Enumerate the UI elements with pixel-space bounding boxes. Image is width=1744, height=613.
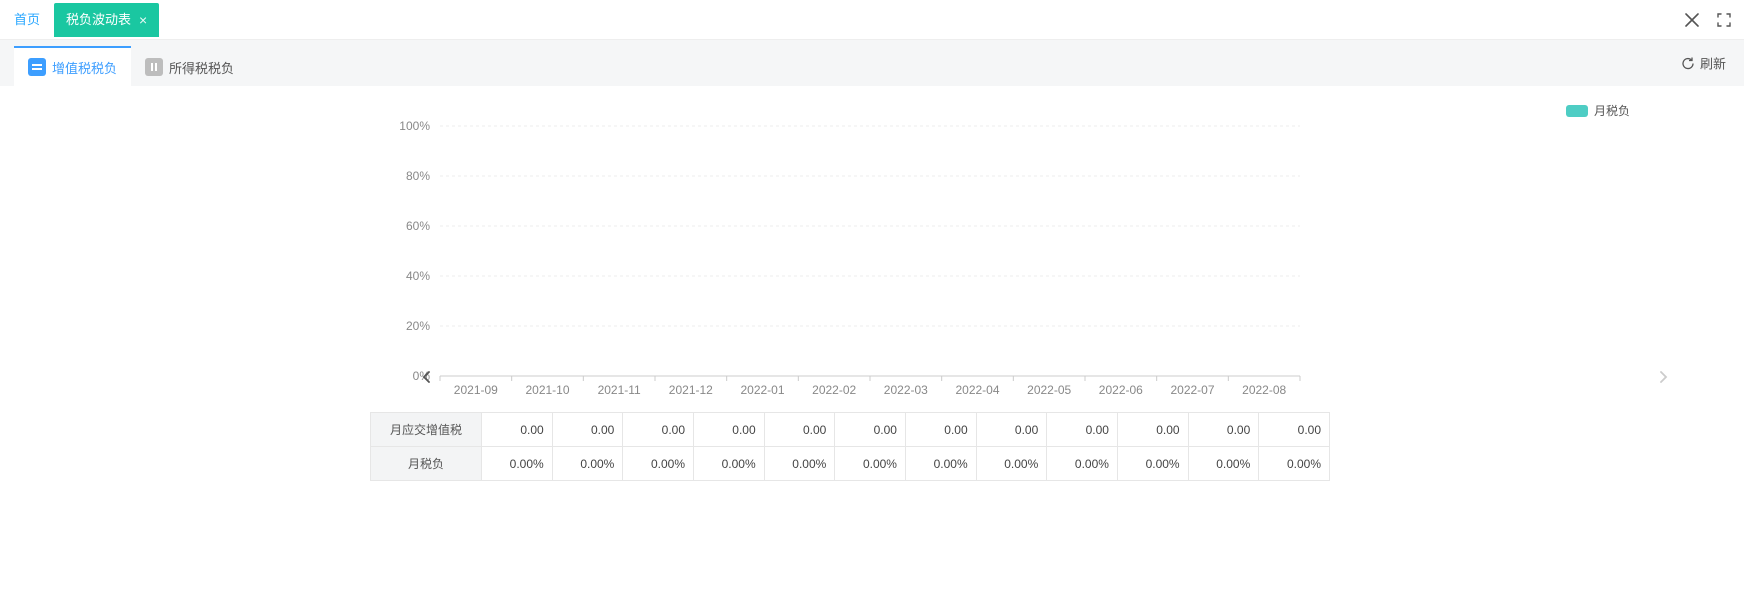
refresh-button[interactable]: 刷新 <box>1681 54 1726 73</box>
table-cell: 0.00% <box>905 447 976 481</box>
row-header: 月税负 <box>371 447 482 481</box>
table-cell: 0.00% <box>1047 447 1118 481</box>
table-cell: 0.00 <box>1047 413 1118 447</box>
chevron-left-icon <box>421 370 433 384</box>
svg-text:2022-02: 2022-02 <box>812 383 856 397</box>
refresh-icon <box>1681 56 1695 70</box>
subtab-income[interactable]: 所得税税负 <box>131 46 248 86</box>
svg-text:2021-11: 2021-11 <box>598 383 641 397</box>
table-cell: 0.00 <box>905 413 976 447</box>
refresh-label: 刷新 <box>1700 54 1726 73</box>
chart-prev-button[interactable] <box>418 368 436 386</box>
table-cell: 0.00 <box>1117 413 1188 447</box>
table-cell: 0.00 <box>1259 413 1330 447</box>
svg-text:2021-12: 2021-12 <box>669 383 713 397</box>
vat-icon <box>28 58 46 76</box>
svg-text:20%: 20% <box>406 319 430 333</box>
table-row: 月税负0.00%0.00%0.00%0.00%0.00%0.00%0.00%0.… <box>371 447 1330 481</box>
table-cell: 0.00 <box>1188 413 1259 447</box>
legend-swatch <box>1566 105 1588 117</box>
tab-tax-volatility[interactable]: 税负波动表 × <box>54 3 159 37</box>
table-cell: 0.00% <box>976 447 1047 481</box>
table-cell: 0.00 <box>835 413 906 447</box>
table-cell: 0.00 <box>694 413 765 447</box>
table-cell: 0.00% <box>552 447 623 481</box>
table-cell: 0.00% <box>1259 447 1330 481</box>
table-cell: 0.00 <box>482 413 553 447</box>
fullscreen-button[interactable] <box>1710 6 1738 34</box>
svg-text:2022-07: 2022-07 <box>1170 383 1214 397</box>
tax-chart: 0%20%40%60%80%100%2021-092021-102021-112… <box>370 96 1330 406</box>
chevron-right-icon <box>1657 370 1669 384</box>
chart-next-button[interactable] <box>1654 368 1672 386</box>
svg-text:2022-08: 2022-08 <box>1242 383 1286 397</box>
subtab-income-label: 所得税税负 <box>169 58 234 77</box>
svg-text:2021-09: 2021-09 <box>454 383 498 397</box>
legend-label: 月税负 <box>1594 102 1630 119</box>
svg-text:2022-04: 2022-04 <box>955 383 999 397</box>
tab-home[interactable]: 首页 <box>0 0 54 40</box>
subtab-vat-label: 增值税税负 <box>52 58 117 77</box>
table-cell: 0.00% <box>694 447 765 481</box>
fullscreen-icon <box>1717 13 1731 27</box>
tax-data-table: 月应交增值税0.000.000.000.000.000.000.000.000.… <box>370 412 1330 481</box>
table-row: 月应交增值税0.000.000.000.000.000.000.000.000.… <box>371 413 1330 447</box>
income-icon <box>145 58 163 76</box>
chart-container: 月税负 0%20%40%60%80%100%2021-092021-102021… <box>370 96 1670 406</box>
svg-text:60%: 60% <box>406 219 430 233</box>
svg-text:100%: 100% <box>399 119 430 133</box>
row-header: 月应交增值税 <box>371 413 482 447</box>
svg-text:2022-01: 2022-01 <box>740 383 784 397</box>
svg-text:2022-05: 2022-05 <box>1027 383 1071 397</box>
subtab-vat[interactable]: 增值税税负 <box>14 46 131 86</box>
table-cell: 0.00% <box>835 447 906 481</box>
svg-text:40%: 40% <box>406 269 430 283</box>
table-cell: 0.00% <box>482 447 553 481</box>
table-cell: 0.00% <box>623 447 694 481</box>
chart-legend: 月税负 <box>1566 102 1630 119</box>
close-button[interactable] <box>1678 6 1706 34</box>
content-panel: 月税负 0%20%40%60%80%100%2021-092021-102021… <box>0 86 1744 481</box>
svg-text:2021-10: 2021-10 <box>525 383 569 397</box>
sub-tab-bar: 增值税税负 所得税税负 刷新 <box>0 40 1744 86</box>
table-cell: 0.00% <box>1117 447 1188 481</box>
table-cell: 0.00% <box>764 447 835 481</box>
table-cell: 0.00 <box>976 413 1047 447</box>
top-tabstrip: 首页 税负波动表 × <box>0 0 1744 40</box>
close-tab-icon[interactable]: × <box>139 3 147 37</box>
table-cell: 0.00 <box>552 413 623 447</box>
table-cell: 0.00 <box>764 413 835 447</box>
close-icon <box>1685 13 1699 27</box>
svg-text:2022-06: 2022-06 <box>1099 383 1143 397</box>
tab-label: 税负波动表 <box>66 3 131 37</box>
svg-text:2022-03: 2022-03 <box>884 383 928 397</box>
table-cell: 0.00% <box>1188 447 1259 481</box>
table-cell: 0.00 <box>623 413 694 447</box>
svg-text:80%: 80% <box>406 169 430 183</box>
